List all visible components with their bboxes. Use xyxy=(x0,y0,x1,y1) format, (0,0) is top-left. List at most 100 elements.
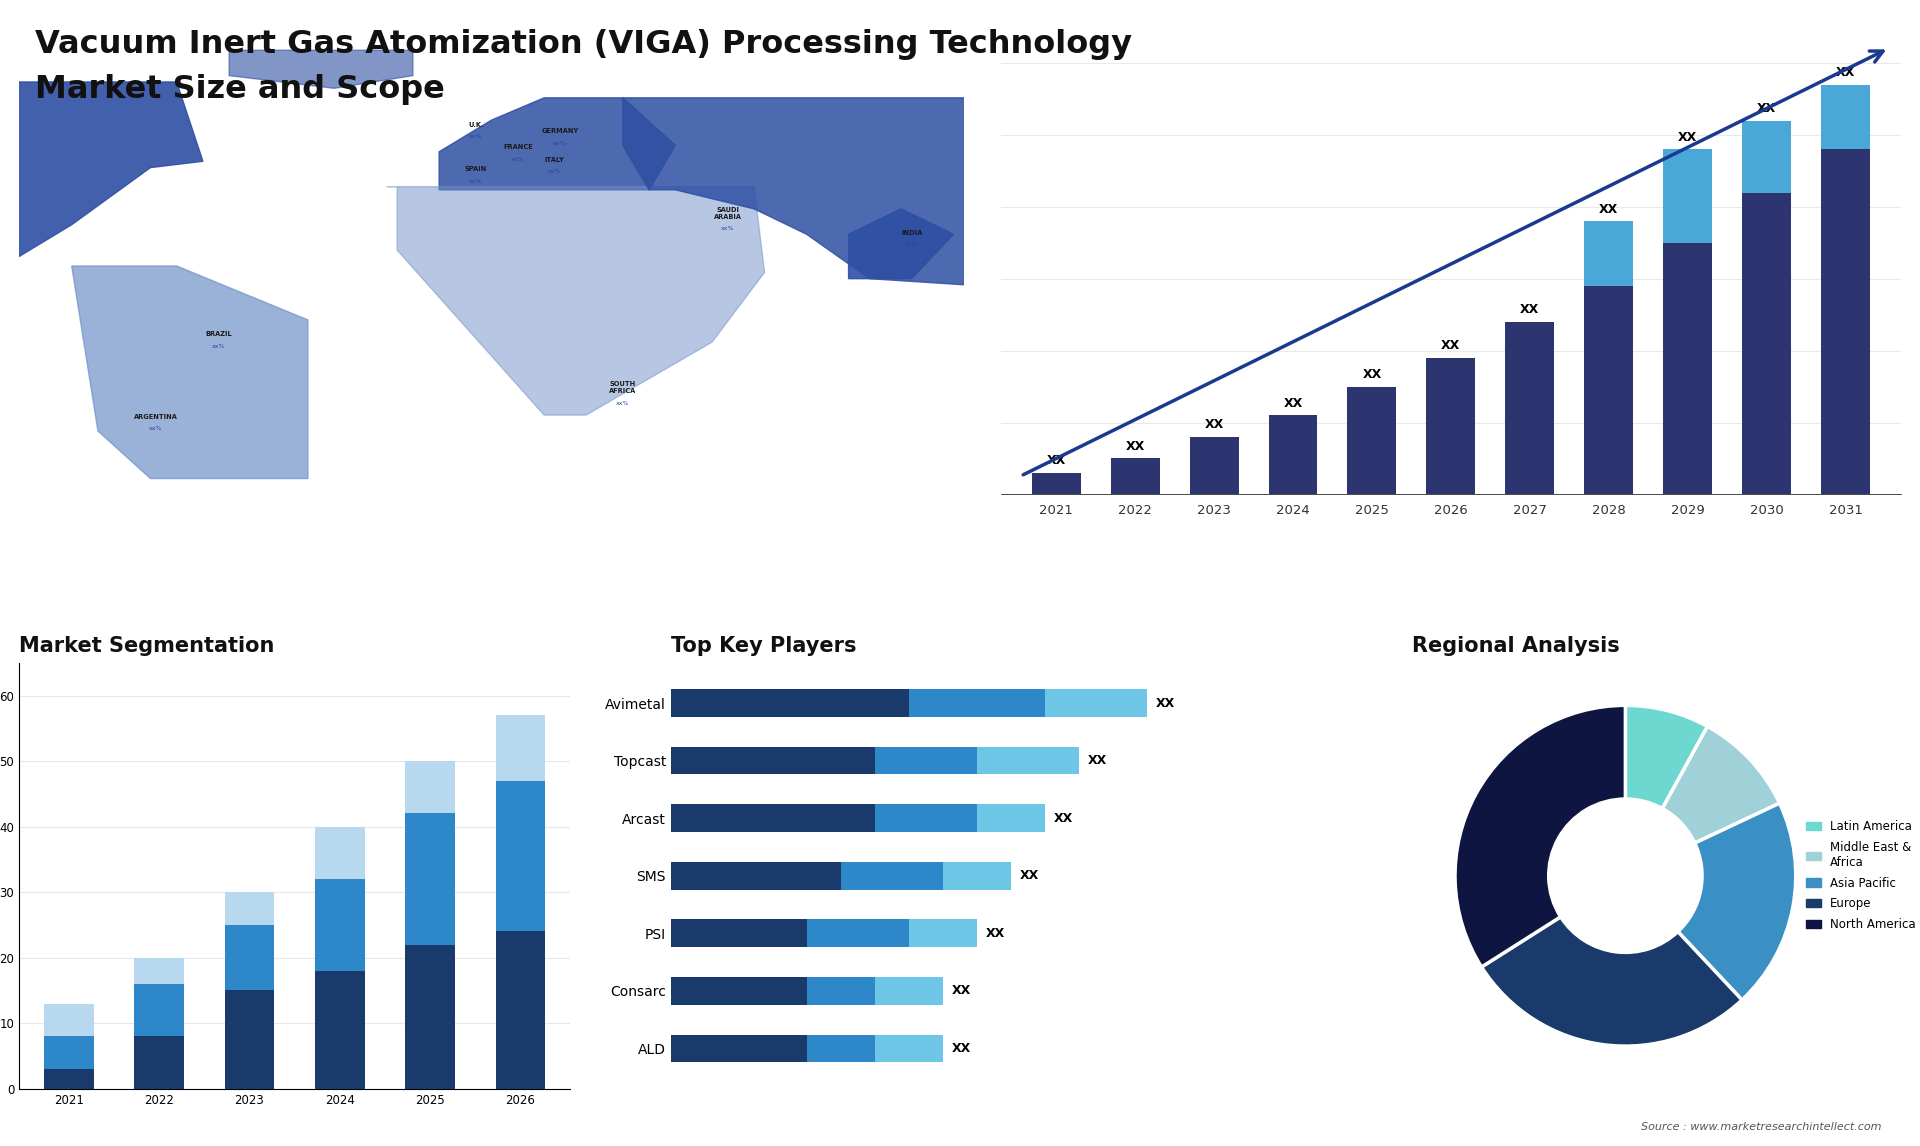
Bar xyxy=(806,1035,876,1062)
Text: INDIA: INDIA xyxy=(900,230,922,236)
Text: xx%: xx% xyxy=(904,242,918,248)
Text: XX: XX xyxy=(1836,66,1855,79)
Bar xyxy=(876,747,977,775)
Text: XX: XX xyxy=(1599,203,1619,215)
Bar xyxy=(670,804,876,832)
Text: Regional Analysis: Regional Analysis xyxy=(1413,636,1620,656)
Text: SAUDI
ARABIA: SAUDI ARABIA xyxy=(714,207,741,220)
Bar xyxy=(1348,386,1396,494)
Text: XX: XX xyxy=(1442,339,1461,352)
Polygon shape xyxy=(1091,374,1300,431)
Bar xyxy=(806,919,908,947)
Text: XX: XX xyxy=(1363,368,1382,380)
Text: Market Segmentation: Market Segmentation xyxy=(19,636,275,656)
Text: XX: XX xyxy=(1054,811,1073,825)
Bar xyxy=(134,1036,184,1089)
Bar xyxy=(1190,437,1238,494)
Text: GERMANY: GERMANY xyxy=(541,128,578,134)
Bar xyxy=(1584,221,1634,286)
Bar xyxy=(225,892,275,925)
Bar xyxy=(841,862,943,889)
Text: XX: XX xyxy=(1757,102,1776,115)
Legend: Latin America, Middle East &
Africa, Asia Pacific, Europe, North America: Latin America, Middle East & Africa, Asi… xyxy=(1801,816,1920,936)
Bar xyxy=(977,804,1044,832)
Text: xx%: xx% xyxy=(547,170,561,174)
Text: XX: XX xyxy=(1020,869,1039,882)
Bar xyxy=(1663,149,1713,243)
Bar xyxy=(876,804,977,832)
Bar xyxy=(670,1035,806,1062)
Bar xyxy=(1741,120,1791,193)
Bar xyxy=(670,862,841,889)
Text: XX: XX xyxy=(1087,754,1106,767)
Wedge shape xyxy=(1455,705,1626,967)
Text: Vacuum Inert Gas Atomization (VIGA) Processing Technology: Vacuum Inert Gas Atomization (VIGA) Proc… xyxy=(35,29,1131,60)
Text: Market Size and Scope: Market Size and Scope xyxy=(35,74,444,105)
Text: XX: XX xyxy=(1204,418,1223,431)
Bar xyxy=(1427,358,1475,494)
Bar xyxy=(1044,689,1146,717)
Bar xyxy=(495,780,545,932)
Text: XX: XX xyxy=(952,984,972,997)
Polygon shape xyxy=(1649,55,1763,131)
Bar xyxy=(670,689,908,717)
Text: xx%: xx% xyxy=(150,426,163,431)
Bar xyxy=(134,958,184,984)
Text: SOUTH
AFRICA: SOUTH AFRICA xyxy=(609,382,636,394)
Bar xyxy=(405,944,455,1089)
Bar xyxy=(225,925,275,990)
Polygon shape xyxy=(386,187,764,415)
Bar xyxy=(495,715,545,780)
Bar xyxy=(806,978,876,1005)
Text: FRANCE: FRANCE xyxy=(503,144,532,150)
Bar xyxy=(876,1035,943,1062)
Wedge shape xyxy=(1663,727,1780,843)
Bar xyxy=(1741,193,1791,494)
Wedge shape xyxy=(1482,917,1741,1046)
Polygon shape xyxy=(1665,68,1747,112)
Bar xyxy=(134,984,184,1036)
Bar xyxy=(1820,149,1870,494)
Text: XX: XX xyxy=(985,927,1004,940)
Bar xyxy=(1505,322,1555,494)
Bar xyxy=(1820,85,1870,149)
Bar xyxy=(670,978,806,1005)
Bar xyxy=(1269,415,1317,494)
Polygon shape xyxy=(440,97,676,190)
Bar xyxy=(670,747,876,775)
Text: U.K.: U.K. xyxy=(468,121,484,128)
Text: XX: XX xyxy=(1678,131,1697,143)
Text: ARGENTINA: ARGENTINA xyxy=(134,414,179,419)
Wedge shape xyxy=(1626,705,1707,809)
Text: SPAIN: SPAIN xyxy=(465,166,488,172)
Text: Top Key Players: Top Key Players xyxy=(670,636,856,656)
Text: xx%: xx% xyxy=(1210,188,1223,194)
Bar xyxy=(405,814,455,944)
Text: ITALY: ITALY xyxy=(545,157,564,163)
Polygon shape xyxy=(849,209,954,278)
Bar xyxy=(44,1069,94,1089)
Text: JAPAN: JAPAN xyxy=(1204,175,1227,182)
Bar xyxy=(908,689,1044,717)
Bar xyxy=(876,978,943,1005)
Bar xyxy=(315,971,365,1089)
Bar xyxy=(44,1004,94,1036)
Text: CHINA: CHINA xyxy=(1025,182,1050,188)
Text: XX: XX xyxy=(1156,697,1175,709)
Text: xx%: xx% xyxy=(1031,195,1044,199)
Bar xyxy=(1663,243,1713,494)
Text: xx%: xx% xyxy=(616,401,630,406)
Bar xyxy=(225,990,275,1089)
Polygon shape xyxy=(622,97,1252,288)
Polygon shape xyxy=(0,83,204,257)
Text: xx%: xx% xyxy=(468,134,482,140)
Bar xyxy=(670,919,806,947)
Polygon shape xyxy=(71,266,307,479)
Text: XX: XX xyxy=(1125,440,1144,453)
Text: xx%: xx% xyxy=(511,157,524,162)
Bar xyxy=(495,932,545,1089)
Text: Source : www.marketresearchintellect.com: Source : www.marketresearchintellect.com xyxy=(1642,1122,1882,1132)
Text: XX: XX xyxy=(952,1042,972,1055)
Text: INTELLECT: INTELLECT xyxy=(1789,107,1851,117)
Text: MARKET: MARKET xyxy=(1789,69,1837,79)
